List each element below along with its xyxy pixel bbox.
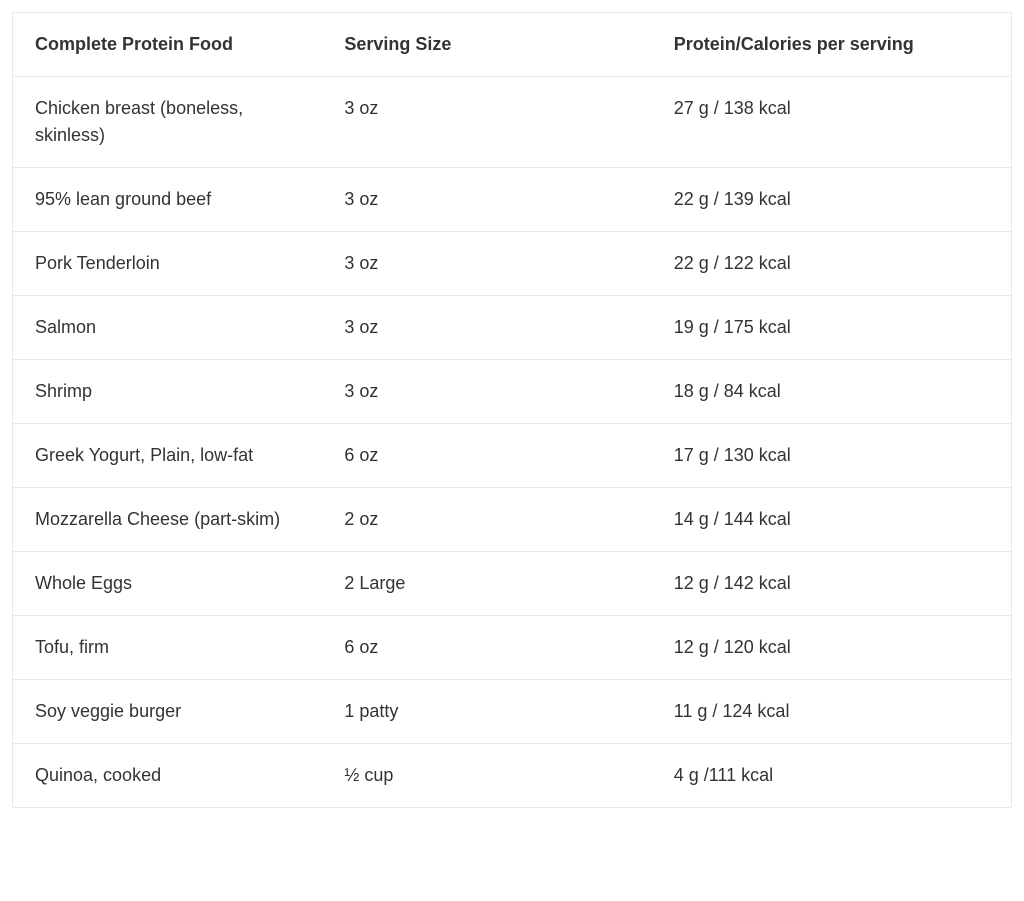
table-row: Pork Tenderloin 3 oz 22 g / 122 kcal: [13, 232, 1011, 296]
cell-protein-calories: 27 g / 138 kcal: [652, 77, 1011, 168]
cell-protein-calories: 14 g / 144 kcal: [652, 488, 1011, 552]
table-row: Salmon 3 oz 19 g / 175 kcal: [13, 296, 1011, 360]
cell-serving: 2 oz: [322, 488, 651, 552]
cell-serving: 3 oz: [322, 168, 651, 232]
cell-food: Greek Yogurt, Plain, low-fat: [13, 424, 322, 488]
protein-table-wrapper: Complete Protein Food Serving Size Prote…: [12, 12, 1012, 808]
cell-protein-calories: 22 g / 139 kcal: [652, 168, 1011, 232]
cell-protein-calories: 19 g / 175 kcal: [652, 296, 1011, 360]
table-header-row: Complete Protein Food Serving Size Prote…: [13, 13, 1011, 77]
cell-serving: 1 patty: [322, 680, 651, 744]
cell-food: Pork Tenderloin: [13, 232, 322, 296]
cell-food: Shrimp: [13, 360, 322, 424]
table-row: Greek Yogurt, Plain, low-fat 6 oz 17 g /…: [13, 424, 1011, 488]
column-header-food: Complete Protein Food: [13, 13, 322, 77]
cell-protein-calories: 18 g / 84 kcal: [652, 360, 1011, 424]
cell-food: Chicken breast (boneless, skinless): [13, 77, 322, 168]
cell-food: Whole Eggs: [13, 552, 322, 616]
cell-protein-calories: 4 g /111 kcal: [652, 744, 1011, 808]
cell-food: Quinoa, cooked: [13, 744, 322, 808]
cell-serving: 6 oz: [322, 424, 651, 488]
table-row: Whole Eggs 2 Large 12 g / 142 kcal: [13, 552, 1011, 616]
cell-protein-calories: 17 g / 130 kcal: [652, 424, 1011, 488]
cell-serving: 6 oz: [322, 616, 651, 680]
cell-protein-calories: 12 g / 120 kcal: [652, 616, 1011, 680]
table-row: Soy veggie burger 1 patty 11 g / 124 kca…: [13, 680, 1011, 744]
cell-serving: 3 oz: [322, 232, 651, 296]
cell-serving: ½ cup: [322, 744, 651, 808]
table-row: Mozzarella Cheese (part-skim) 2 oz 14 g …: [13, 488, 1011, 552]
column-header-serving: Serving Size: [322, 13, 651, 77]
cell-protein-calories: 22 g / 122 kcal: [652, 232, 1011, 296]
cell-food: Soy veggie burger: [13, 680, 322, 744]
cell-protein-calories: 11 g / 124 kcal: [652, 680, 1011, 744]
cell-serving: 3 oz: [322, 360, 651, 424]
cell-food: Salmon: [13, 296, 322, 360]
table-row: Chicken breast (boneless, skinless) 3 oz…: [13, 77, 1011, 168]
cell-food: Tofu, firm: [13, 616, 322, 680]
table-row: Tofu, firm 6 oz 12 g / 120 kcal: [13, 616, 1011, 680]
protein-table: Complete Protein Food Serving Size Prote…: [13, 13, 1011, 807]
table-row: 95% lean ground beef 3 oz 22 g / 139 kca…: [13, 168, 1011, 232]
cell-food: Mozzarella Cheese (part-skim): [13, 488, 322, 552]
column-header-protein-calories: Protein/Calories per serving: [652, 13, 1011, 77]
cell-serving: 3 oz: [322, 296, 651, 360]
table-row: Quinoa, cooked ½ cup 4 g /111 kcal: [13, 744, 1011, 808]
table-row: Shrimp 3 oz 18 g / 84 kcal: [13, 360, 1011, 424]
cell-food: 95% lean ground beef: [13, 168, 322, 232]
cell-serving: 3 oz: [322, 77, 651, 168]
cell-serving: 2 Large: [322, 552, 651, 616]
cell-protein-calories: 12 g / 142 kcal: [652, 552, 1011, 616]
